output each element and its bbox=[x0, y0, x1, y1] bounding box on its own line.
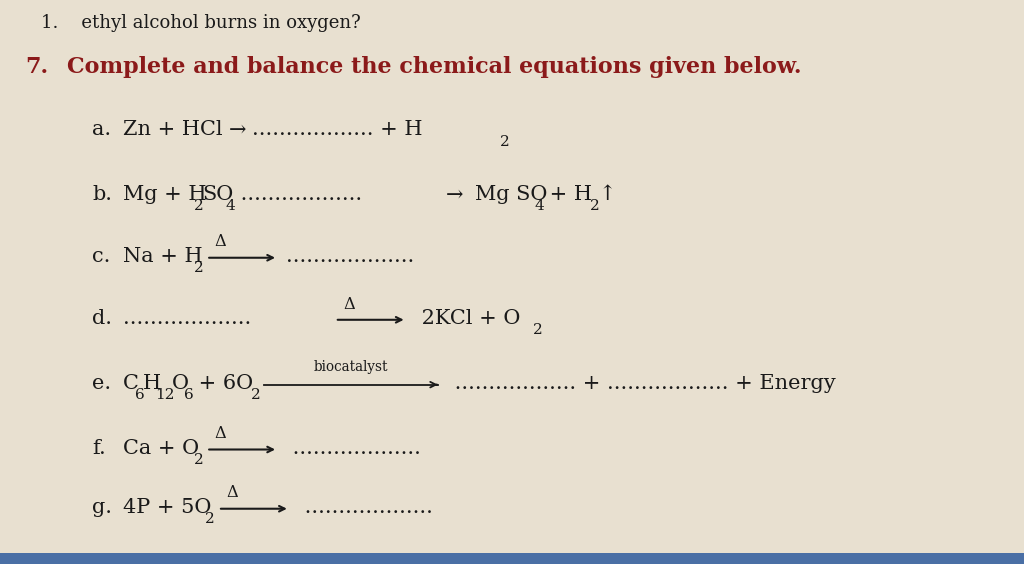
Text: Mg SO: Mg SO bbox=[475, 185, 548, 204]
Text: e.: e. bbox=[92, 374, 112, 393]
Text: Ca + O: Ca + O bbox=[123, 439, 199, 458]
Text: 2: 2 bbox=[194, 453, 204, 467]
Text: 7.: 7. bbox=[26, 56, 49, 78]
Text: Na + H: Na + H bbox=[123, 247, 203, 266]
Text: H: H bbox=[143, 374, 161, 393]
Text: 4: 4 bbox=[535, 199, 544, 213]
Text: C: C bbox=[123, 374, 139, 393]
Text: Complete and balance the chemical equations given below.: Complete and balance the chemical equati… bbox=[67, 56, 801, 78]
Text: 2: 2 bbox=[500, 134, 510, 148]
Text: →: → bbox=[446, 185, 464, 204]
Bar bbox=[0, 553, 1024, 564]
Text: g.: g. bbox=[92, 498, 113, 517]
Text: ...................: ................... bbox=[298, 498, 433, 517]
Text: O: O bbox=[172, 374, 188, 393]
Text: ...................: ................... bbox=[286, 439, 421, 458]
Text: Δ: Δ bbox=[214, 233, 226, 250]
Text: 6: 6 bbox=[135, 388, 144, 402]
Text: ...................: ................... bbox=[123, 309, 251, 328]
Text: Δ: Δ bbox=[226, 484, 238, 501]
Text: .................. + H: .................. + H bbox=[252, 120, 423, 139]
Text: 2: 2 bbox=[251, 388, 261, 402]
Text: b.: b. bbox=[92, 185, 113, 204]
Text: 2: 2 bbox=[194, 261, 204, 275]
Text: d.: d. bbox=[92, 309, 113, 328]
Text: a.: a. bbox=[92, 120, 112, 139]
Text: 12: 12 bbox=[155, 388, 174, 402]
Text: 6: 6 bbox=[183, 388, 194, 402]
Text: f.: f. bbox=[92, 439, 105, 458]
Text: biocatalyst: biocatalyst bbox=[313, 360, 388, 374]
Text: Zn + HCl: Zn + HCl bbox=[123, 120, 229, 139]
Text: Mg + H: Mg + H bbox=[123, 185, 207, 204]
Text: ..................: .................. bbox=[234, 185, 362, 204]
Text: ↑: ↑ bbox=[598, 185, 615, 204]
Text: 1.    ethyl alcohol burns in oxygen?: 1. ethyl alcohol burns in oxygen? bbox=[41, 14, 360, 32]
Text: →: → bbox=[228, 120, 247, 139]
Text: 2KCl + O: 2KCl + O bbox=[415, 309, 520, 328]
Text: 2: 2 bbox=[205, 512, 215, 526]
Text: 2: 2 bbox=[590, 199, 600, 213]
Text: c.: c. bbox=[92, 247, 111, 266]
Text: + 6O: + 6O bbox=[193, 374, 253, 393]
Text: .................. + .................. + Energy: .................. + .................. … bbox=[449, 374, 836, 393]
Text: Δ: Δ bbox=[343, 296, 354, 312]
Text: + H: + H bbox=[543, 185, 592, 204]
Text: SO: SO bbox=[202, 185, 233, 204]
Text: 2: 2 bbox=[194, 199, 204, 213]
Text: 4P + 5O: 4P + 5O bbox=[123, 498, 211, 517]
Text: 2: 2 bbox=[532, 323, 543, 337]
Text: ...................: ................... bbox=[286, 247, 415, 266]
Text: 4: 4 bbox=[225, 199, 236, 213]
Text: Δ: Δ bbox=[214, 425, 226, 442]
